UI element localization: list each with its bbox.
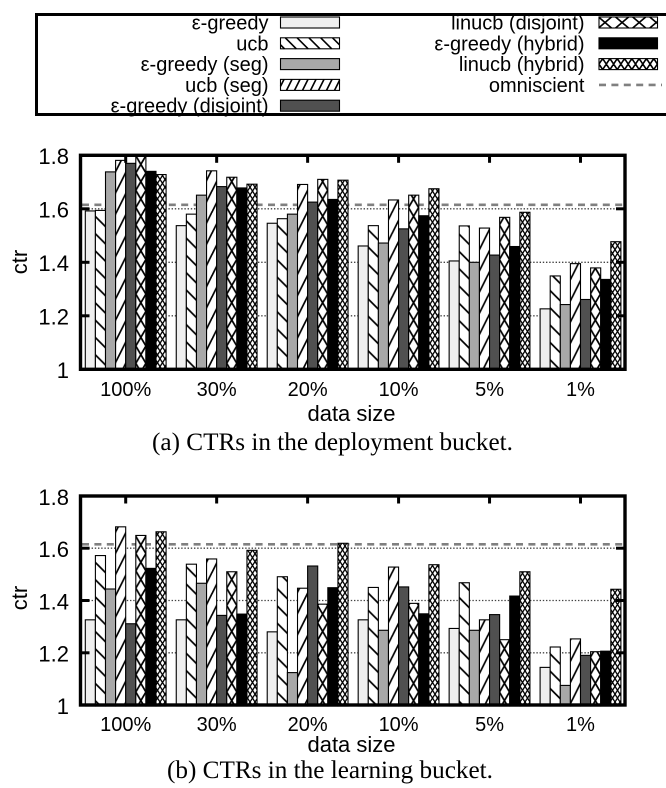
svg-text:100%: 100% [100,379,151,401]
svg-text:100%: 100% [100,714,151,736]
svg-text:1.4: 1.4 [38,251,69,276]
svg-text:ε-greedy: ε-greedy [192,13,269,35]
svg-text:1%: 1% [566,379,595,401]
svg-text:1.6: 1.6 [38,198,69,223]
svg-text:1.4: 1.4 [38,589,69,614]
svg-text:1.2: 1.2 [38,305,69,330]
svg-text:30%: 30% [197,714,237,736]
svg-text:(b) CTRs in the learning bucke: (b) CTRs in the learning bucket. [167,757,493,784]
svg-text:linucb (disjoint): linucb (disjoint) [451,13,584,35]
svg-text:ucb: ucb [236,33,268,55]
svg-text:1%: 1% [566,714,595,736]
svg-text:linucb (hybrid): linucb (hybrid) [459,54,585,76]
svg-text:1.8: 1.8 [38,144,69,169]
svg-text:5%: 5% [475,379,504,401]
svg-text:ε-greedy (disjoint): ε-greedy (disjoint) [111,96,269,118]
svg-text:1.8: 1.8 [38,485,69,510]
svg-text:10%: 10% [379,379,419,401]
svg-text:ucb (seg): ucb (seg) [185,75,268,97]
svg-text:ε-greedy (hybrid): ε-greedy (hybrid) [434,33,584,55]
svg-text:1: 1 [57,694,69,719]
svg-text:5%: 5% [475,714,504,736]
svg-text:ctr: ctr [7,586,32,610]
svg-text:30%: 30% [197,379,237,401]
svg-text:ε-greedy (seg): ε-greedy (seg) [141,54,269,76]
svg-text:1.2: 1.2 [38,642,69,667]
svg-text:20%: 20% [288,379,328,401]
svg-text:20%: 20% [288,714,328,736]
svg-text:(a) CTRs in the deployment buc: (a) CTRs in the deployment bucket. [152,429,513,456]
svg-text:1: 1 [57,358,69,383]
svg-text:omniscient: omniscient [489,75,585,97]
svg-text:ctr: ctr [7,250,32,274]
svg-text:data size: data size [307,732,395,757]
svg-text:1.6: 1.6 [38,537,69,562]
svg-text:10%: 10% [379,714,419,736]
svg-text:data size: data size [307,401,395,426]
